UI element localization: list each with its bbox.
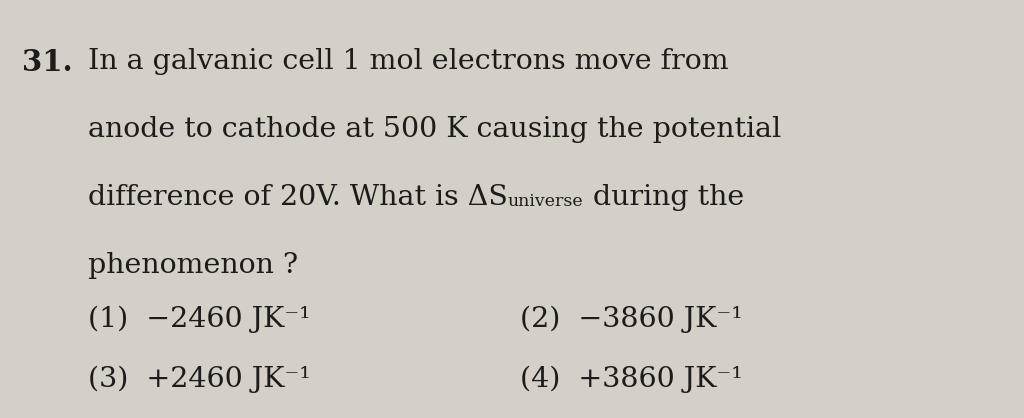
Text: In a galvanic cell 1 mol electrons move from: In a galvanic cell 1 mol electrons move … bbox=[88, 48, 729, 75]
Text: anode to cathode at 500 K causing the potential: anode to cathode at 500 K causing the po… bbox=[88, 116, 781, 143]
Text: phenomenon ?: phenomenon ? bbox=[88, 252, 298, 279]
Text: (1)  −2460 JK⁻¹: (1) −2460 JK⁻¹ bbox=[88, 306, 310, 334]
Text: universe: universe bbox=[508, 193, 584, 210]
Text: difference of 20V. What is ΔS: difference of 20V. What is ΔS bbox=[88, 184, 508, 211]
Text: during the: during the bbox=[584, 184, 743, 211]
Text: (2)  −3860 JK⁻¹: (2) −3860 JK⁻¹ bbox=[520, 306, 742, 334]
Text: 31.: 31. bbox=[22, 48, 73, 77]
Text: (3)  +2460 JK⁻¹: (3) +2460 JK⁻¹ bbox=[88, 366, 310, 393]
Text: (4)  +3860 JK⁻¹: (4) +3860 JK⁻¹ bbox=[520, 366, 742, 393]
Text: universe: universe bbox=[508, 193, 584, 210]
